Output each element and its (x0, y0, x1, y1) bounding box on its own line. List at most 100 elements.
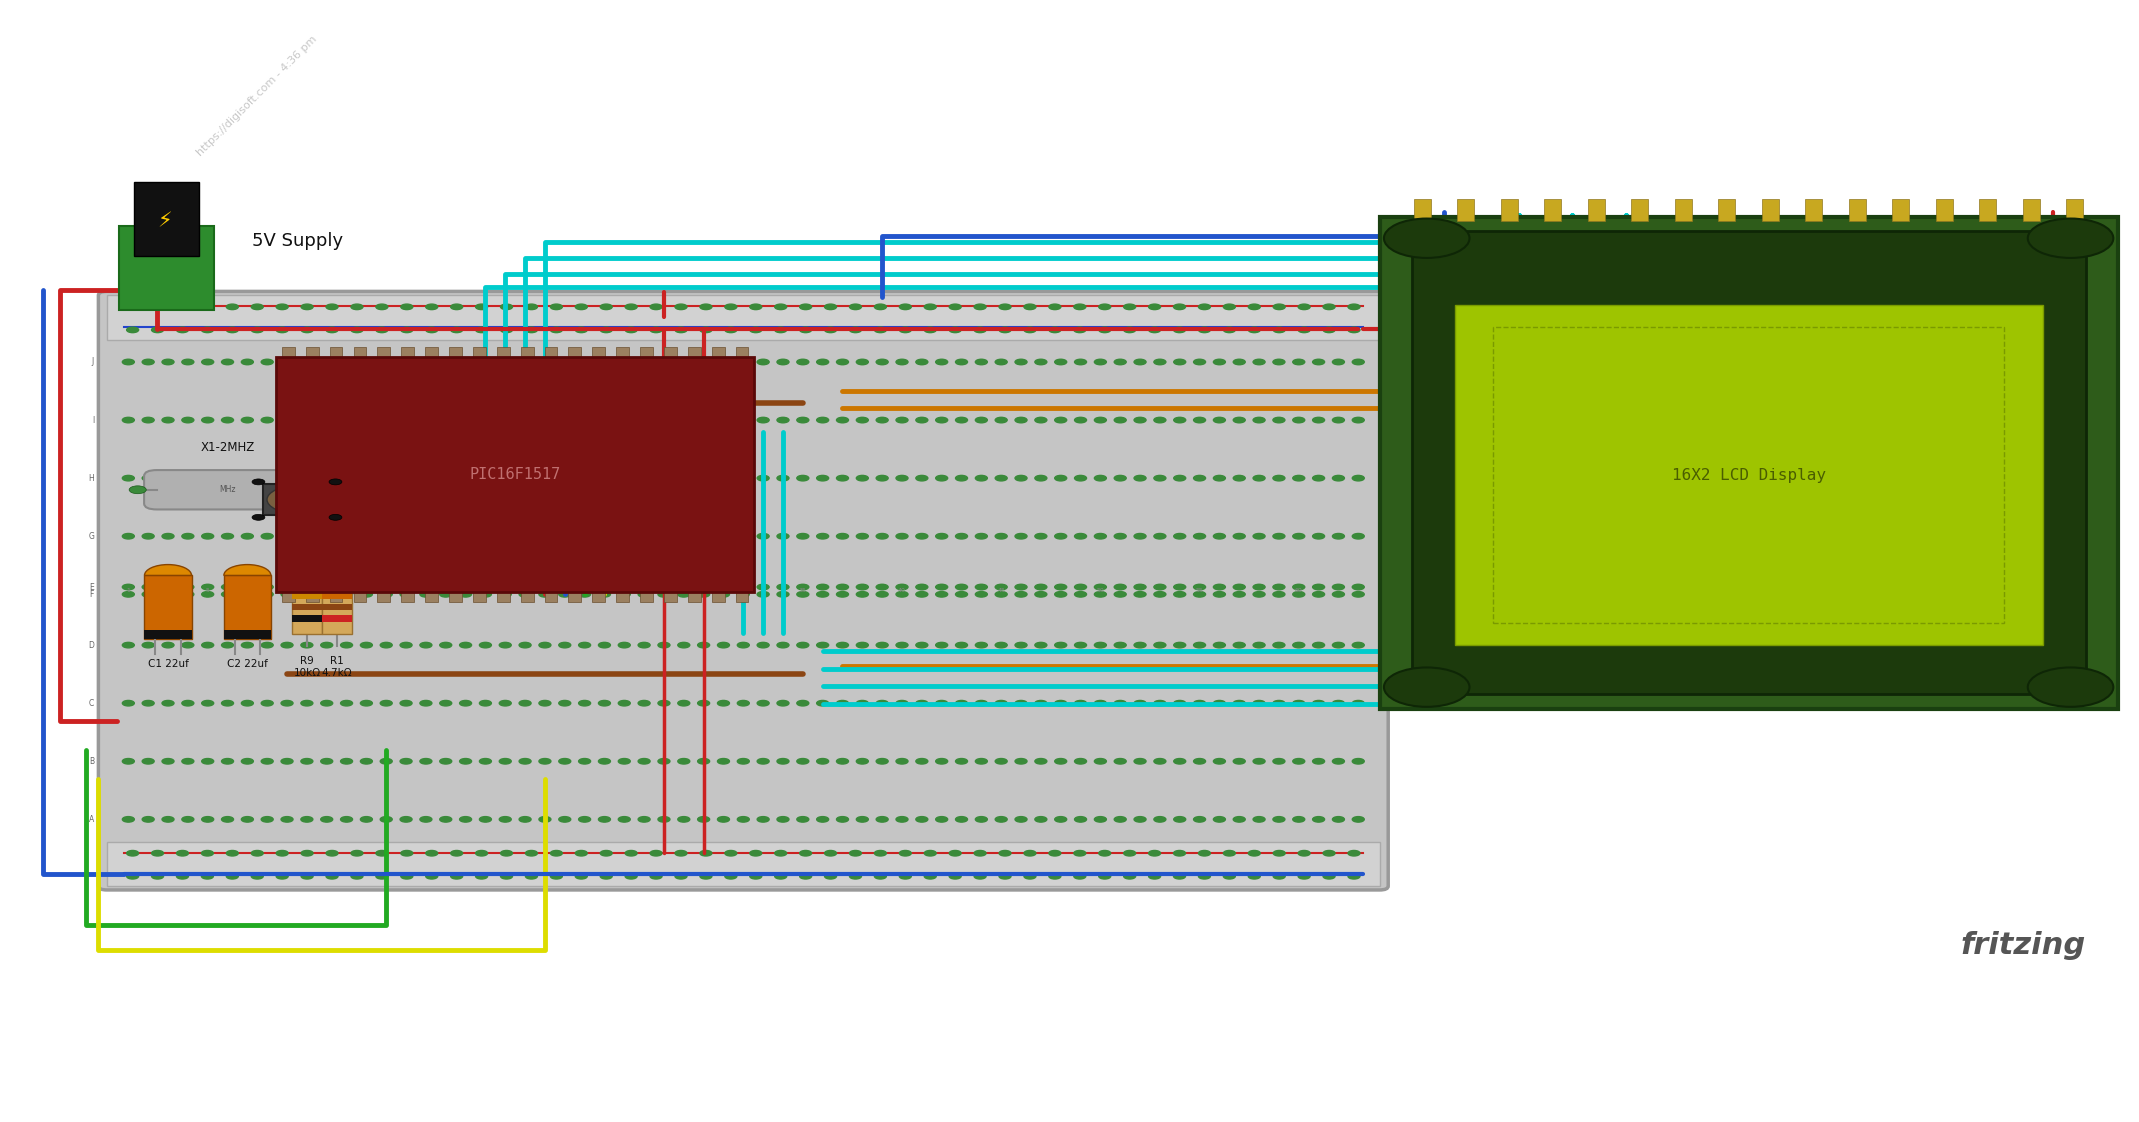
Circle shape (558, 758, 571, 764)
Circle shape (956, 533, 967, 539)
Circle shape (340, 591, 353, 597)
Circle shape (599, 585, 610, 590)
Circle shape (1074, 304, 1087, 310)
Circle shape (798, 758, 809, 764)
Circle shape (1123, 304, 1136, 310)
Bar (225, 576, 272, 640)
Circle shape (2028, 668, 2113, 707)
Circle shape (1114, 533, 1127, 539)
Circle shape (222, 817, 233, 822)
Circle shape (975, 758, 988, 764)
Circle shape (558, 476, 571, 481)
Circle shape (252, 479, 265, 485)
Circle shape (419, 758, 432, 764)
Circle shape (1174, 591, 1185, 597)
Circle shape (280, 758, 293, 764)
Circle shape (426, 304, 438, 310)
Bar (1544, 199, 1561, 221)
Bar (640, 592, 652, 601)
Text: 25: 25 (601, 588, 607, 594)
Circle shape (956, 817, 967, 822)
Circle shape (302, 417, 312, 423)
Circle shape (498, 817, 511, 822)
Circle shape (1134, 359, 1147, 365)
Circle shape (1074, 533, 1087, 539)
Circle shape (738, 359, 749, 365)
Circle shape (817, 417, 828, 423)
Circle shape (757, 817, 770, 822)
Circle shape (877, 817, 888, 822)
Circle shape (659, 700, 670, 706)
Circle shape (141, 817, 154, 822)
Circle shape (1352, 700, 1365, 706)
Circle shape (381, 700, 391, 706)
Circle shape (479, 591, 492, 597)
Circle shape (676, 874, 687, 879)
Circle shape (1292, 591, 1305, 597)
Circle shape (122, 817, 135, 822)
Bar (1979, 199, 1996, 221)
Circle shape (898, 304, 911, 310)
Circle shape (242, 817, 252, 822)
Circle shape (498, 417, 511, 423)
Circle shape (122, 700, 135, 706)
Circle shape (676, 328, 687, 332)
Bar (263, 484, 332, 515)
Bar (1632, 199, 1649, 221)
Circle shape (836, 417, 849, 423)
Bar (306, 592, 319, 601)
Circle shape (757, 585, 770, 590)
Circle shape (122, 359, 135, 365)
Circle shape (1213, 758, 1226, 764)
Circle shape (1292, 476, 1305, 481)
Circle shape (351, 850, 364, 856)
Circle shape (798, 700, 809, 706)
Bar (107, 842, 1380, 886)
Circle shape (757, 417, 770, 423)
Circle shape (717, 359, 729, 365)
Bar (498, 1074, 550, 1079)
Circle shape (451, 304, 462, 310)
Bar (616, 347, 629, 357)
Circle shape (302, 476, 312, 481)
Circle shape (975, 585, 988, 590)
Circle shape (1298, 328, 1309, 332)
Circle shape (340, 417, 353, 423)
Circle shape (1352, 359, 1365, 365)
Circle shape (875, 850, 886, 856)
Circle shape (163, 533, 173, 539)
Circle shape (637, 359, 650, 365)
Circle shape (1273, 643, 1286, 647)
Circle shape (1224, 328, 1236, 332)
Circle shape (1095, 359, 1106, 365)
Circle shape (776, 643, 789, 647)
Circle shape (757, 533, 770, 539)
Circle shape (774, 328, 787, 332)
Circle shape (678, 591, 689, 597)
Circle shape (1134, 591, 1147, 597)
Circle shape (774, 874, 787, 879)
Circle shape (1174, 874, 1185, 879)
Circle shape (242, 533, 252, 539)
Circle shape (460, 585, 471, 590)
Circle shape (498, 585, 511, 590)
Circle shape (276, 304, 289, 310)
Circle shape (1273, 304, 1286, 310)
Circle shape (1074, 700, 1087, 706)
Circle shape (520, 585, 530, 590)
Circle shape (1273, 476, 1286, 481)
Circle shape (599, 533, 610, 539)
Circle shape (678, 643, 689, 647)
Circle shape (1035, 643, 1046, 647)
Circle shape (676, 850, 687, 856)
Circle shape (575, 328, 588, 332)
Circle shape (242, 585, 252, 590)
Bar (712, 592, 725, 601)
Circle shape (539, 533, 552, 539)
Circle shape (678, 533, 689, 539)
Circle shape (637, 700, 650, 706)
Circle shape (1224, 850, 1236, 856)
Circle shape (1234, 417, 1245, 423)
Circle shape (550, 328, 563, 332)
Circle shape (599, 700, 610, 706)
